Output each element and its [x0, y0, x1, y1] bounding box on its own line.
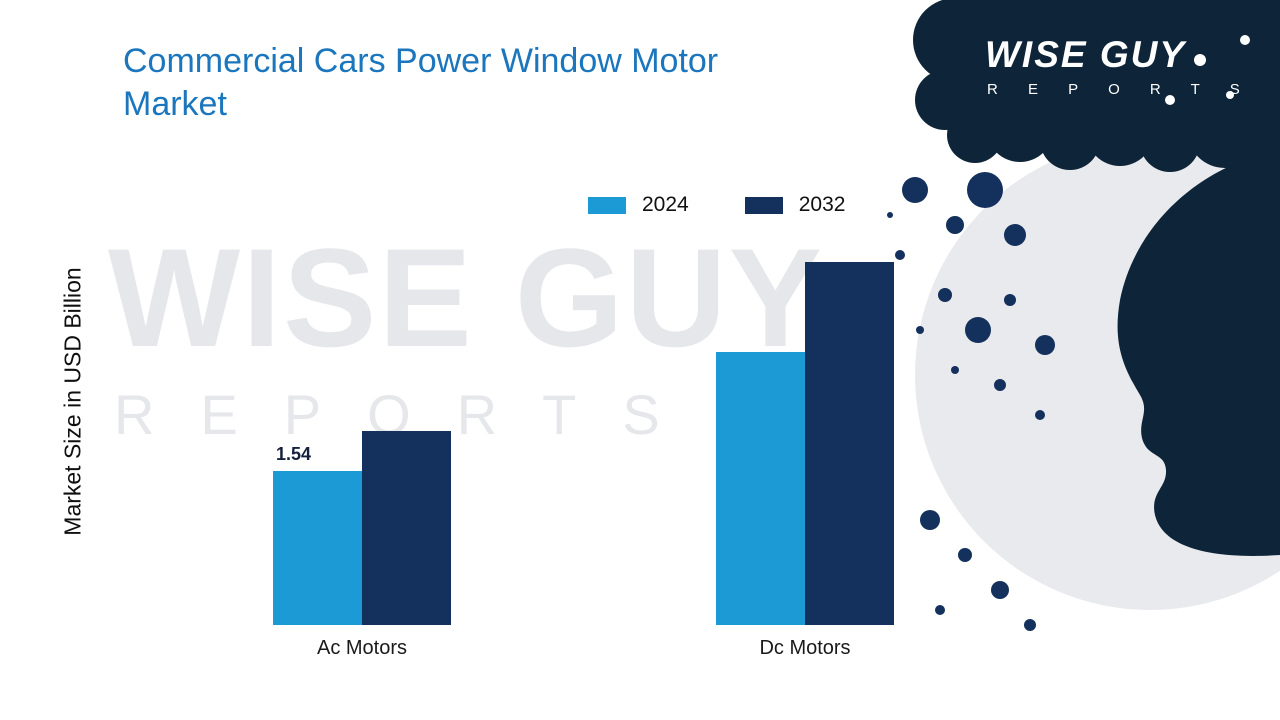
chart-legend: 2024 2032 — [588, 193, 845, 217]
legend-label-2024: 2024 — [642, 193, 689, 216]
watermark-wordmark: WISE GUY — [108, 219, 825, 376]
brand-logo: WISE GUY R E P O R T S — [985, 36, 1253, 98]
legend-item-2032: 2032 — [744, 193, 846, 217]
bar-group-dc-motors: Dc Motors — [716, 262, 894, 659]
legend-label-2032: 2032 — [798, 193, 846, 216]
y-axis-label: Market Size in USD Billion — [59, 267, 86, 536]
category-label-ac-motors: Ac Motors — [316, 637, 408, 659]
watermark: WISE GUY REPORTS — [108, 228, 824, 447]
legend-swatch-2032 — [744, 196, 783, 214]
legend-swatch-2024 — [588, 196, 626, 214]
bar-ac-motors-2032 — [362, 431, 451, 625]
category-label-dc-motors: Dc Motors — [759, 637, 851, 659]
bar-value-label: 1.54 — [276, 444, 312, 464]
bar-dc-motors-2024 — [716, 352, 805, 625]
legend-item-2024: 2024 — [588, 193, 689, 217]
logo-wordmark: WISE GUY — [985, 34, 1187, 75]
bar-group-ac-motors: 1.54 Ac Motors — [273, 431, 451, 659]
bar-ac-motors-2024: 1.54 — [273, 444, 362, 625]
bar-dc-motors-2032 — [805, 262, 894, 625]
logo-subtitle: R E P O R T S — [987, 81, 1253, 98]
decorative-head-graphic — [887, 0, 1280, 631]
page-title: Commercial Cars Power Window Motor Marke… — [123, 42, 719, 123]
